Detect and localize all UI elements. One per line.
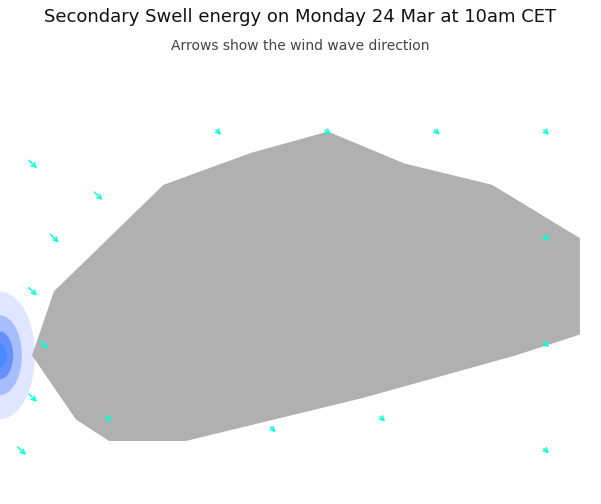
Ellipse shape [0,316,22,395]
Ellipse shape [0,332,13,379]
Ellipse shape [0,343,7,367]
Text: Arrows show the wind wave direction: Arrows show the wind wave direction [171,39,430,53]
Ellipse shape [0,292,35,419]
Text: Secondary Swell energy on Monday 24 Mar at 10am CET: Secondary Swell energy on Monday 24 Mar … [44,9,557,26]
Polygon shape [33,133,579,440]
